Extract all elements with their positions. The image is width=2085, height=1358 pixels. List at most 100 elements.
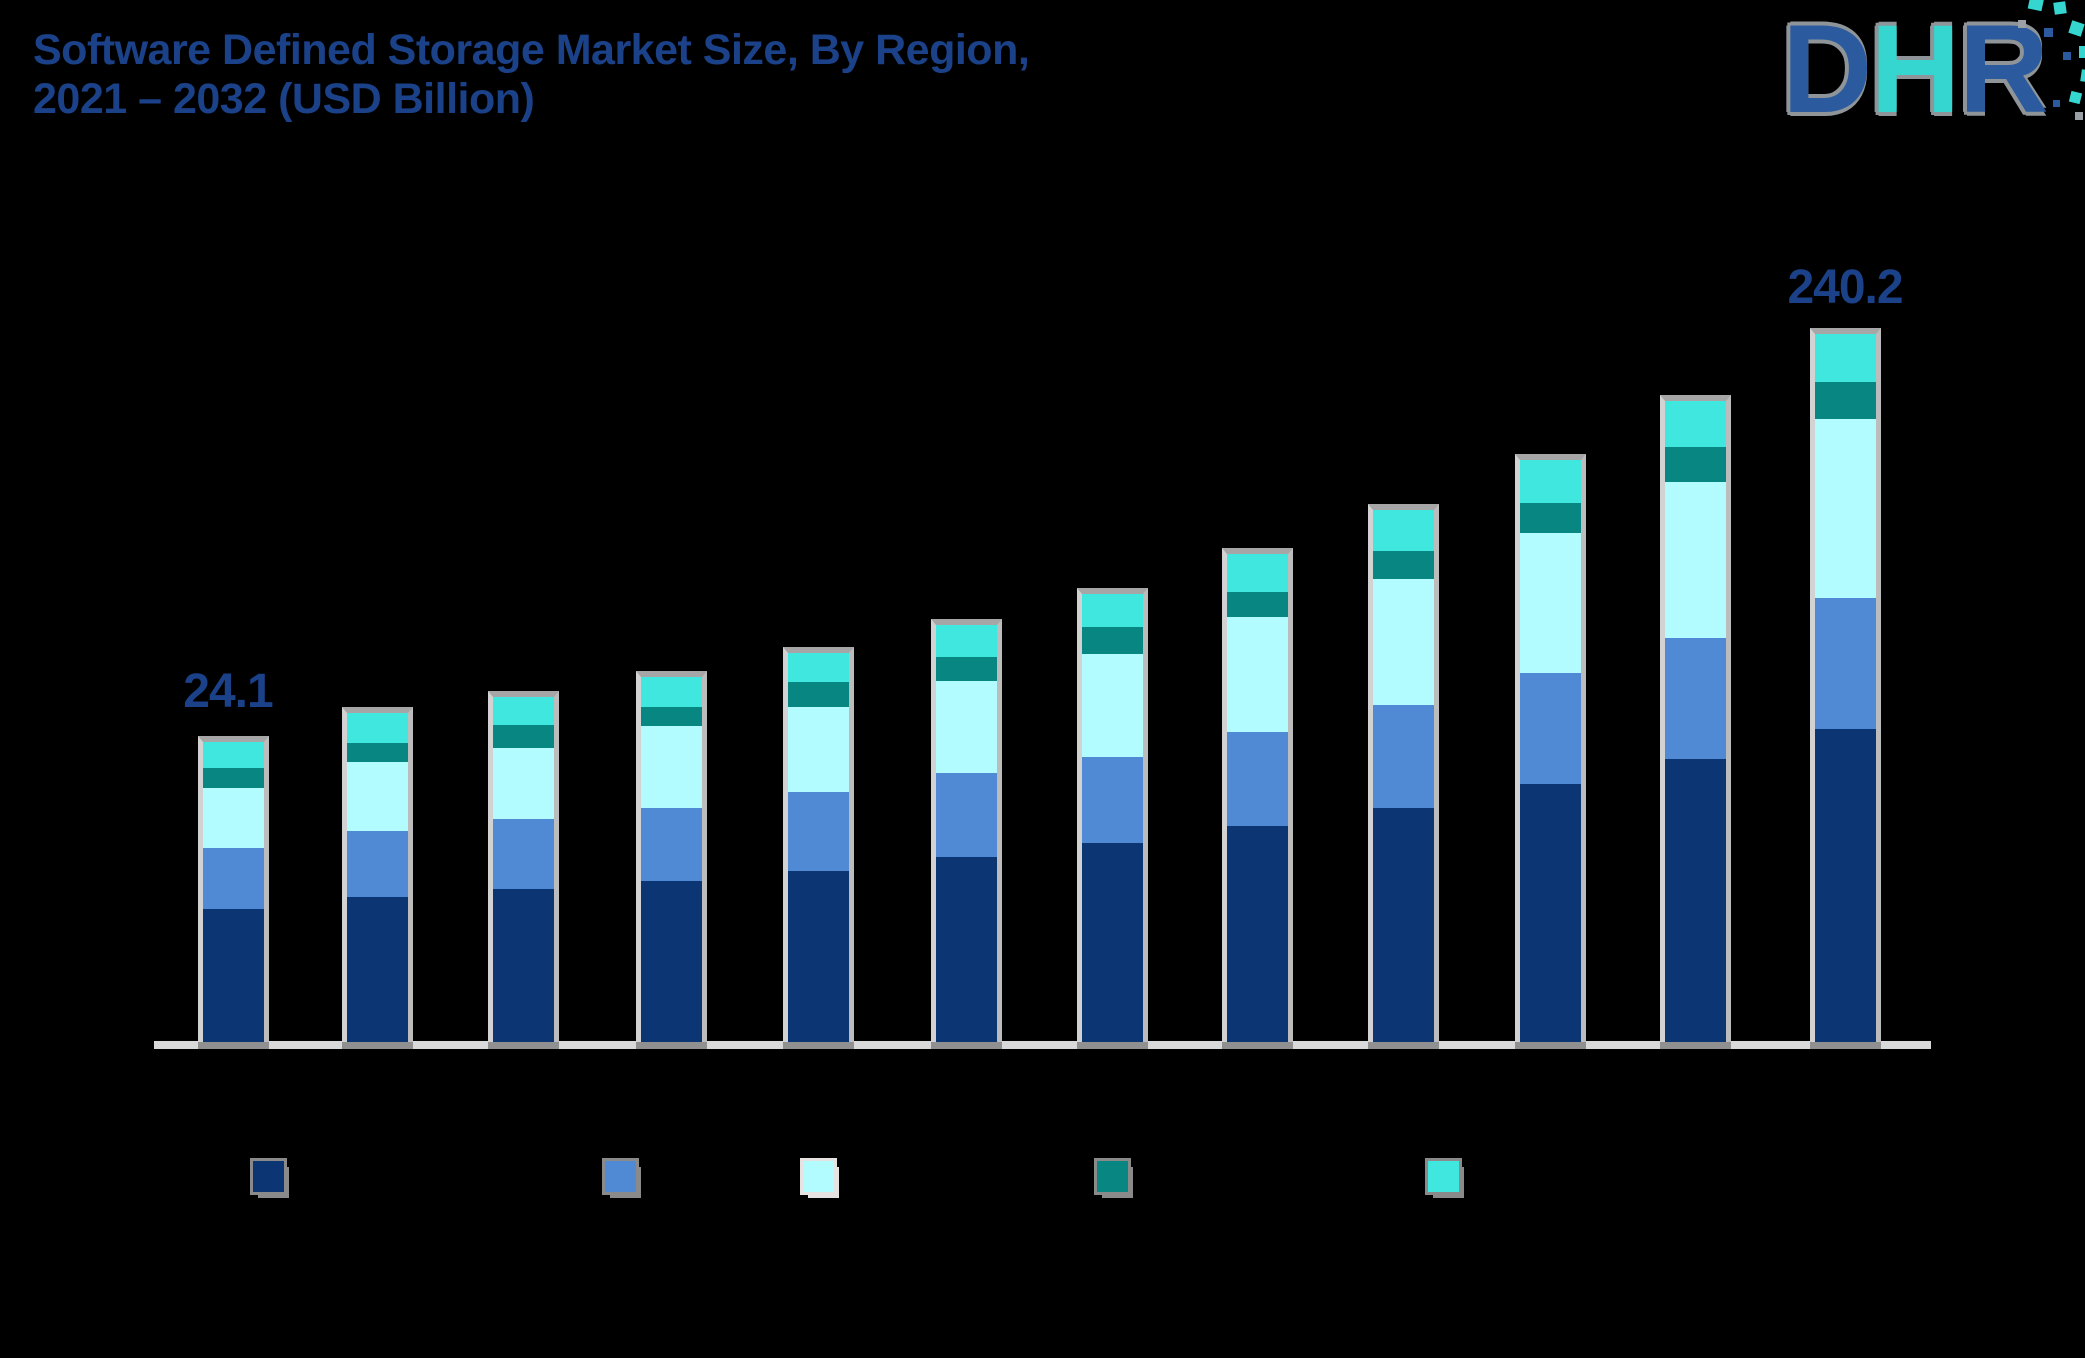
bar-segment-navy	[641, 881, 702, 1042]
bar-shadow-2031	[1660, 1041, 1731, 1049]
logo-letter-r: R	[1958, 0, 2049, 139]
bar-segment-pale-cyan	[1227, 617, 1288, 732]
dhr-logo: DHR	[1782, 0, 2085, 146]
bar-segment-navy	[493, 889, 554, 1042]
legend-swatch-pale-cyan	[802, 1161, 834, 1192]
bar-segment-navy	[1520, 784, 1581, 1042]
bar-segment-navy	[788, 871, 849, 1042]
bar-segment-navy	[936, 857, 997, 1042]
bar-2030	[1515, 454, 1586, 1042]
bar-segment-teal	[788, 682, 849, 707]
bar-segment-teal	[1815, 382, 1876, 419]
bar-segment-pale-cyan	[1082, 654, 1143, 757]
bar-2024	[636, 671, 707, 1042]
bar-segment-navy	[1665, 759, 1726, 1042]
legend-swatch-cornflower-blue	[604, 1161, 636, 1192]
bar-segment-turquoise	[788, 653, 849, 682]
bar-shadow-2030	[1515, 1041, 1586, 1049]
bar-segment-cornflower-blue	[1082, 757, 1143, 843]
bar-segment-cornflower-blue	[1520, 673, 1581, 784]
bar-segment-turquoise	[1227, 554, 1288, 592]
bar-segment-cornflower-blue	[493, 819, 554, 889]
bar-segment-pale-cyan	[641, 726, 702, 808]
bar-shadow-2021	[198, 1041, 269, 1049]
bar-segment-turquoise	[641, 677, 702, 707]
bar-segment-navy	[203, 909, 264, 1042]
bar-segment-cornflower-blue	[1665, 638, 1726, 759]
bar-segment-pale-cyan	[1373, 579, 1434, 705]
dhr-logo-text: DHR	[1782, 0, 2049, 139]
bar-segment-teal	[1082, 627, 1143, 654]
x-axis-line	[154, 1041, 1931, 1049]
bar-segment-turquoise	[347, 713, 408, 743]
logo-dot-turquoise	[2080, 69, 2085, 83]
bar-segment-teal	[1520, 503, 1581, 533]
bar-shadow-2032	[1810, 1041, 1881, 1049]
bar-2031	[1660, 395, 1731, 1042]
bar-shadow-2026	[931, 1041, 1002, 1049]
bar-segment-pale-cyan	[1665, 482, 1726, 638]
bar-segment-pale-cyan	[347, 762, 408, 831]
bar-2026	[931, 619, 1002, 1042]
bar-segment-teal	[936, 657, 997, 681]
bar-2022	[342, 707, 413, 1042]
bar-segment-cornflower-blue	[788, 792, 849, 871]
bar-segment-teal	[1665, 447, 1726, 482]
bar-segment-turquoise	[1665, 401, 1726, 447]
bar-segment-turquoise	[936, 625, 997, 657]
bar-segment-cornflower-blue	[1815, 598, 1876, 729]
bar-segment-cornflower-blue	[641, 808, 702, 881]
bar-segment-pale-cyan	[203, 788, 264, 848]
bar-segment-pale-cyan	[493, 748, 554, 819]
bar-segment-turquoise	[1815, 334, 1876, 382]
bar-segment-cornflower-blue	[347, 831, 408, 897]
bar-segment-cornflower-blue	[1373, 705, 1434, 808]
bar-segment-navy	[1815, 729, 1876, 1042]
bar-segment-cornflower-blue	[203, 848, 264, 909]
bar-segment-cornflower-blue	[936, 773, 997, 857]
bar-2028	[1222, 548, 1293, 1042]
bar-segment-teal	[1227, 592, 1288, 617]
legend-swatch-teal	[1096, 1161, 1128, 1192]
bar-shadow-2023	[488, 1041, 559, 1049]
chart-title: Software Defined Storage Market Size, By…	[33, 26, 1030, 124]
logo-dot-turquoise	[2053, 1, 2067, 15]
bar-segment-teal	[203, 768, 264, 788]
bar-2027	[1077, 588, 1148, 1042]
bar-segment-teal	[641, 707, 702, 726]
bar-segment-navy	[1373, 808, 1434, 1042]
bar-segment-pale-cyan	[1815, 419, 1876, 598]
bar-segment-navy	[1227, 826, 1288, 1042]
bar-shadow-2027	[1077, 1041, 1148, 1049]
logo-dot-blue	[2044, 28, 2053, 37]
bar-segment-turquoise	[1082, 594, 1143, 627]
bar-shadow-2025	[783, 1041, 854, 1049]
bar-segment-pale-cyan	[788, 707, 849, 792]
bar-segment-navy	[347, 897, 408, 1042]
logo-dot-blue	[2063, 52, 2071, 60]
logo-dot-turquoise	[2068, 90, 2083, 105]
logo-dot-turquoise	[2068, 20, 2085, 37]
chart-title-line2: 2021 – 2032 (USD Billion)	[33, 75, 535, 123]
bar-shadow-2022	[342, 1041, 413, 1049]
logo-dot-turquoise	[2079, 46, 2085, 58]
legend-swatch-turquoise	[1427, 1161, 1459, 1192]
bar-segment-teal	[493, 725, 554, 748]
logo-letter-d: D	[1782, 0, 1872, 139]
bar-segment-cornflower-blue	[1227, 732, 1288, 826]
bar-segment-pale-cyan	[1520, 533, 1581, 673]
logo-letter-h: H	[1870, 0, 1960, 139]
logo-dot-gray	[2075, 112, 2083, 120]
chart-title-line1: Software Defined Storage Market Size, By…	[33, 26, 1030, 74]
bar-shadow-2024	[636, 1041, 707, 1049]
bar-segment-navy	[1082, 843, 1143, 1042]
bar-segment-teal	[347, 743, 408, 762]
bar-2023	[488, 691, 559, 1042]
bar-segment-turquoise	[1520, 460, 1581, 503]
bar-segment-turquoise	[493, 697, 554, 725]
logo-dot-blue	[2053, 100, 2060, 107]
bar-2032	[1810, 328, 1881, 1042]
value-label-24.1: 24.1	[183, 665, 273, 718]
bar-2029	[1368, 504, 1439, 1042]
